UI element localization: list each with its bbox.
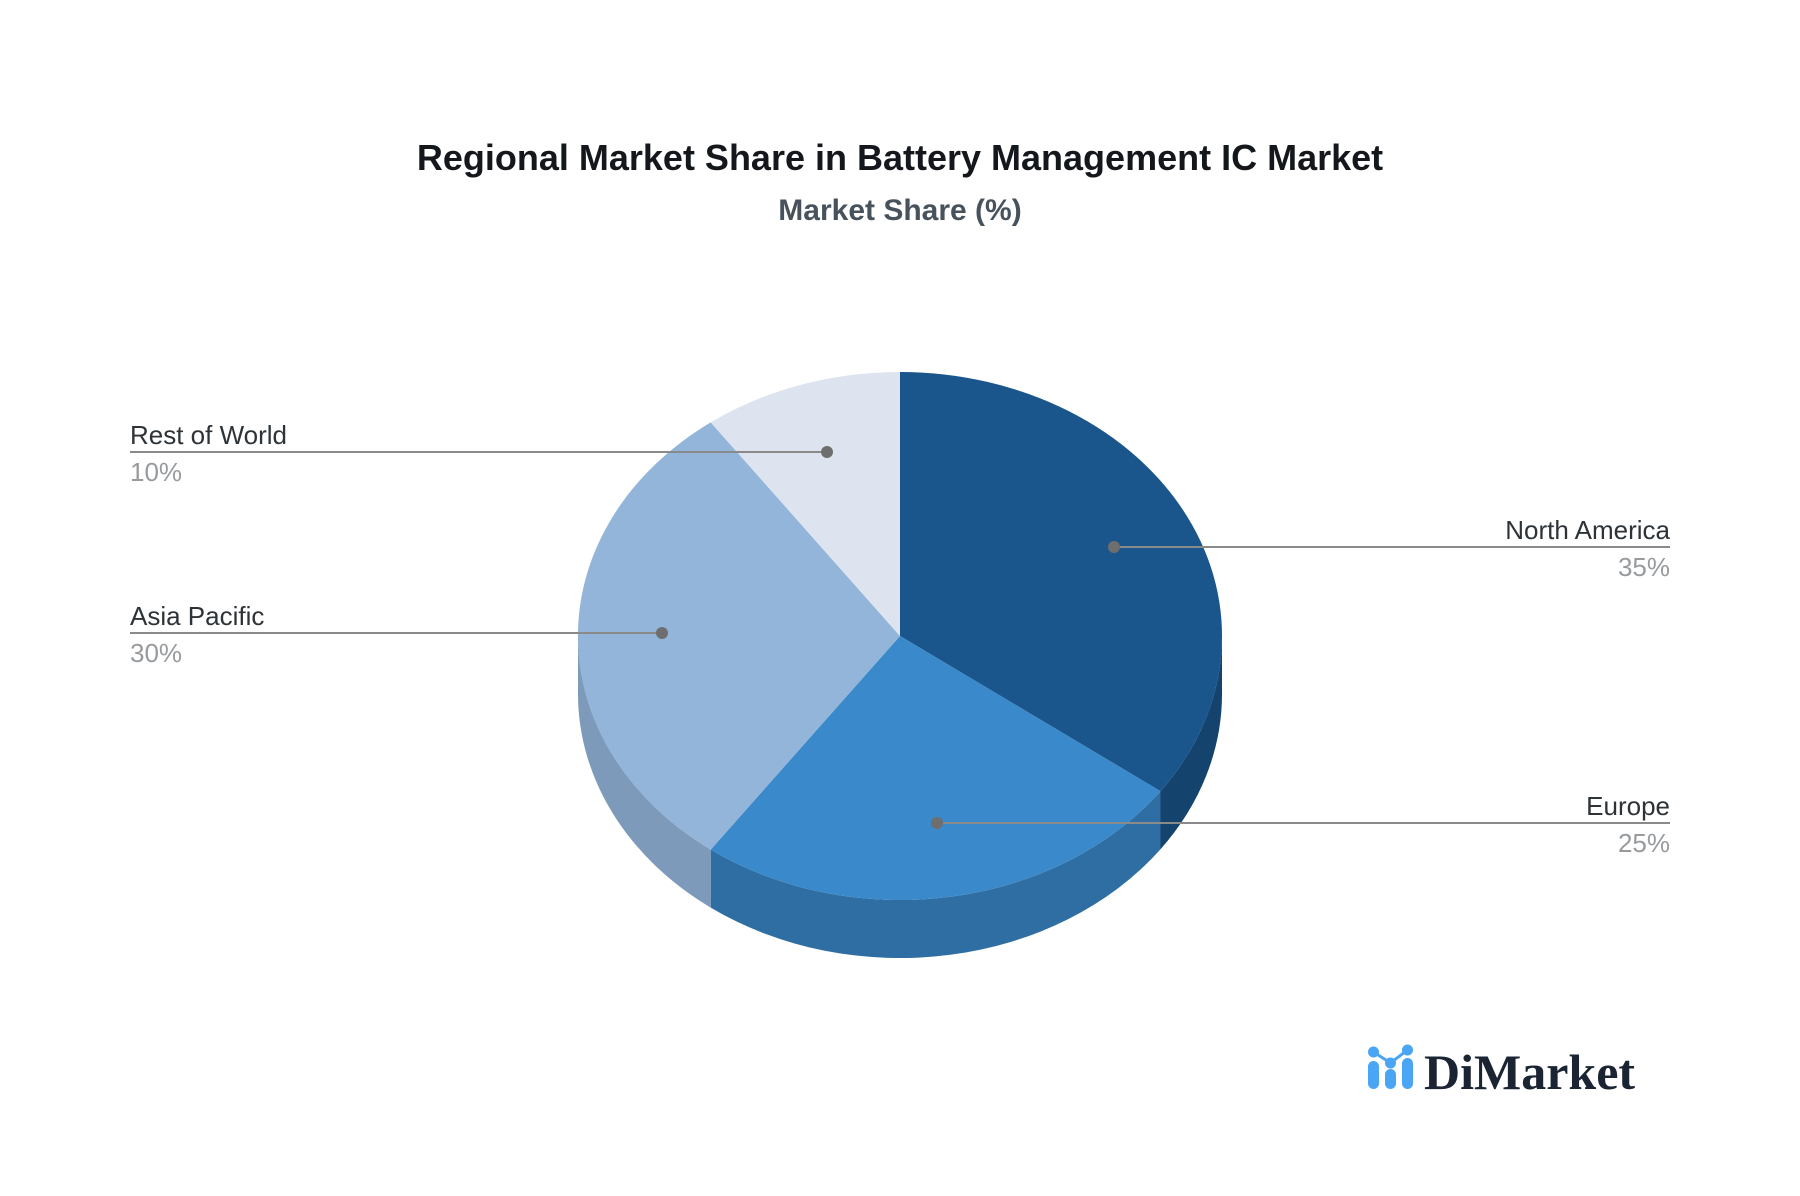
slice-label-rest-of-world: Rest of World xyxy=(130,420,287,450)
pie-depth-group xyxy=(578,636,1222,959)
dimarket-logo: DiMarket xyxy=(1368,1044,1635,1100)
leader-dot-rest-of-world xyxy=(821,446,833,458)
pie-slice-europe[interactable] xyxy=(710,636,1161,901)
pie-slice-rest-of-world[interactable] xyxy=(710,372,900,636)
slice-value-asia-pacific: 30% xyxy=(130,638,182,668)
leader-dot-north-america xyxy=(1108,541,1120,553)
pie-slice-asia-pacific[interactable] xyxy=(577,422,900,850)
pie-slices-group xyxy=(577,372,1223,901)
slice-value-north-america: 35% xyxy=(1618,552,1670,582)
callout-north-america: North America 35% xyxy=(1108,515,1671,582)
logo-text: DiMarket xyxy=(1424,1044,1635,1100)
slice-label-north-america: North America xyxy=(1505,515,1670,545)
callout-rest-of-world: Rest of World 10% xyxy=(130,420,833,487)
pie-slice-depth-north-america xyxy=(1160,636,1222,850)
leader-dot-europe xyxy=(931,817,943,829)
chart-subtitle: Market Share (%) xyxy=(778,194,1021,227)
leader-dot-asia-pacific xyxy=(656,627,668,639)
pie-slice-depth-asia-pacific xyxy=(578,636,711,908)
callout-europe: Europe 25% xyxy=(931,791,1670,858)
pie-slice-north-america[interactable] xyxy=(900,372,1223,792)
slice-label-europe: Europe xyxy=(1586,791,1670,821)
slice-value-europe: 25% xyxy=(1618,828,1670,858)
slice-label-asia-pacific: Asia Pacific xyxy=(130,601,264,631)
slice-value-rest-of-world: 10% xyxy=(130,457,182,487)
callout-asia-pacific: Asia Pacific 30% xyxy=(130,601,668,668)
pie-slice-depth-europe xyxy=(710,791,1161,959)
bar-line-chart-icon xyxy=(1368,1044,1413,1089)
page-title: Regional Market Share in Battery Managem… xyxy=(417,137,1383,178)
